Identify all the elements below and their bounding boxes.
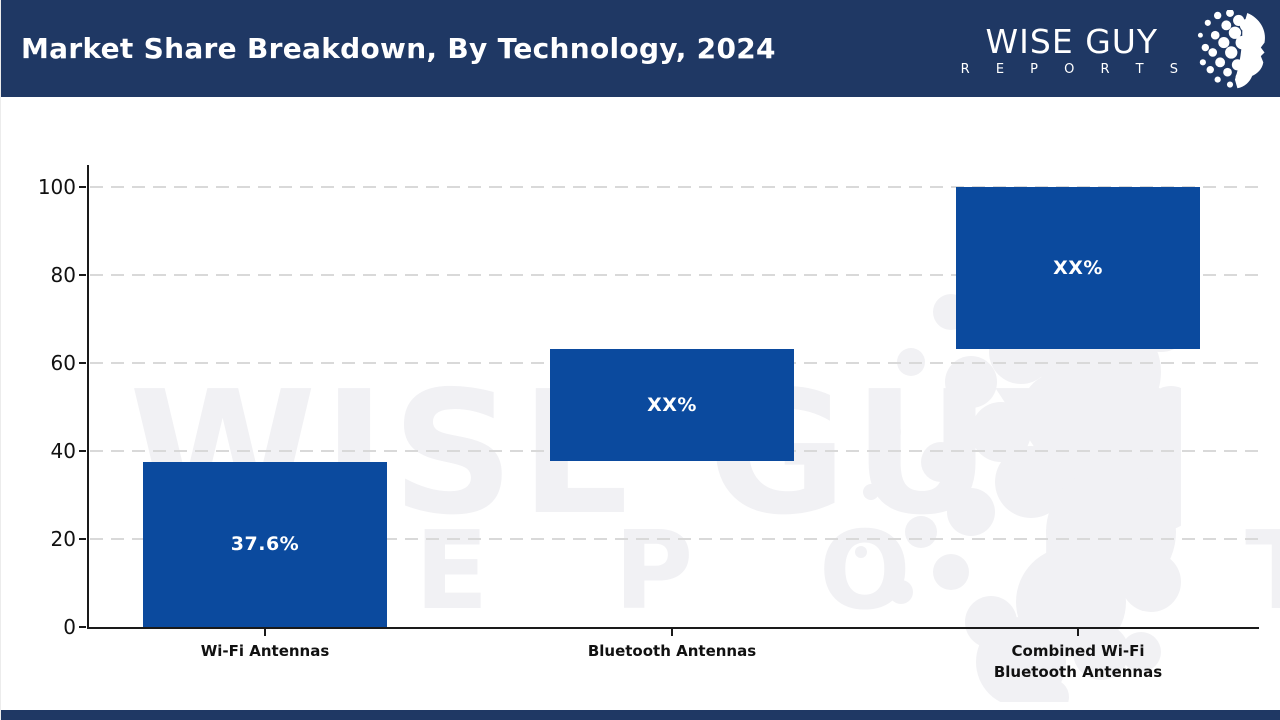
gridline-80 — [90, 274, 1259, 276]
logo-primary-text: WISE GUY — [985, 21, 1159, 61]
bar-value-label: XX% — [647, 394, 697, 416]
x-axis-spine — [87, 627, 1259, 629]
header-bar: Market Share Breakdown, By Technology, 2… — [1, 0, 1280, 97]
y-tick-label: 60 — [50, 351, 76, 375]
y-tick-100 — [79, 186, 86, 188]
category-label-combined-wi-fi-bluetooth-antennas: Combined Wi-Fi Bluetooth Antennas — [993, 642, 1163, 681]
y-tick-0 — [79, 626, 86, 628]
logo-text: WISE GUY R E P O R T S — [955, 21, 1189, 77]
y-tick-20 — [79, 538, 86, 540]
y-axis-spine — [87, 165, 89, 629]
y-tick-40 — [79, 450, 86, 452]
logo-face-icon — [1197, 10, 1266, 89]
gridline-100 — [90, 186, 1259, 188]
x-tick-bluetooth-antennas — [671, 629, 673, 636]
gridline-20 — [90, 538, 1259, 540]
y-tick-label: 20 — [50, 527, 76, 551]
category-label-bluetooth-antennas: Bluetooth Antennas — [587, 642, 757, 660]
bar-value-label: XX% — [1053, 256, 1103, 279]
footer-bar — [1, 710, 1280, 720]
logo-secondary-text: R E P O R T S — [960, 61, 1189, 77]
y-tick-60 — [79, 362, 86, 364]
category-label-wi-fi-antennas: Wi-Fi Antennas — [200, 642, 330, 660]
y-tick-label: 0 — [63, 615, 76, 639]
bar-wi-fi-antennas: 37.6% — [143, 461, 387, 627]
wise-guy-reports-logo: WISE GUY R E P O R T S — [955, 8, 1267, 92]
y-tick-label: 100 — [37, 175, 76, 199]
bar-combined-wi-fi-bluetooth-antennas: XX% — [956, 187, 1200, 349]
y-tick-80 — [79, 274, 86, 276]
bar-bluetooth-antennas: XX% — [550, 348, 794, 462]
bar-value-label: 37.6% — [230, 533, 300, 556]
y-tick-label: 80 — [50, 263, 76, 287]
page-title: Market Share Breakdown, By Technology, 2… — [21, 32, 776, 65]
watermark-face-dots-icon — [855, 244, 1181, 702]
x-tick-combined-wi-fi-bluetooth-antennas — [1077, 629, 1079, 636]
x-tick-wi-fi-antennas — [264, 629, 266, 636]
plot-area: WISE GUY R E P O R T S 02040608010037.6%… — [1, 97, 1280, 710]
y-tick-label: 40 — [50, 439, 76, 463]
